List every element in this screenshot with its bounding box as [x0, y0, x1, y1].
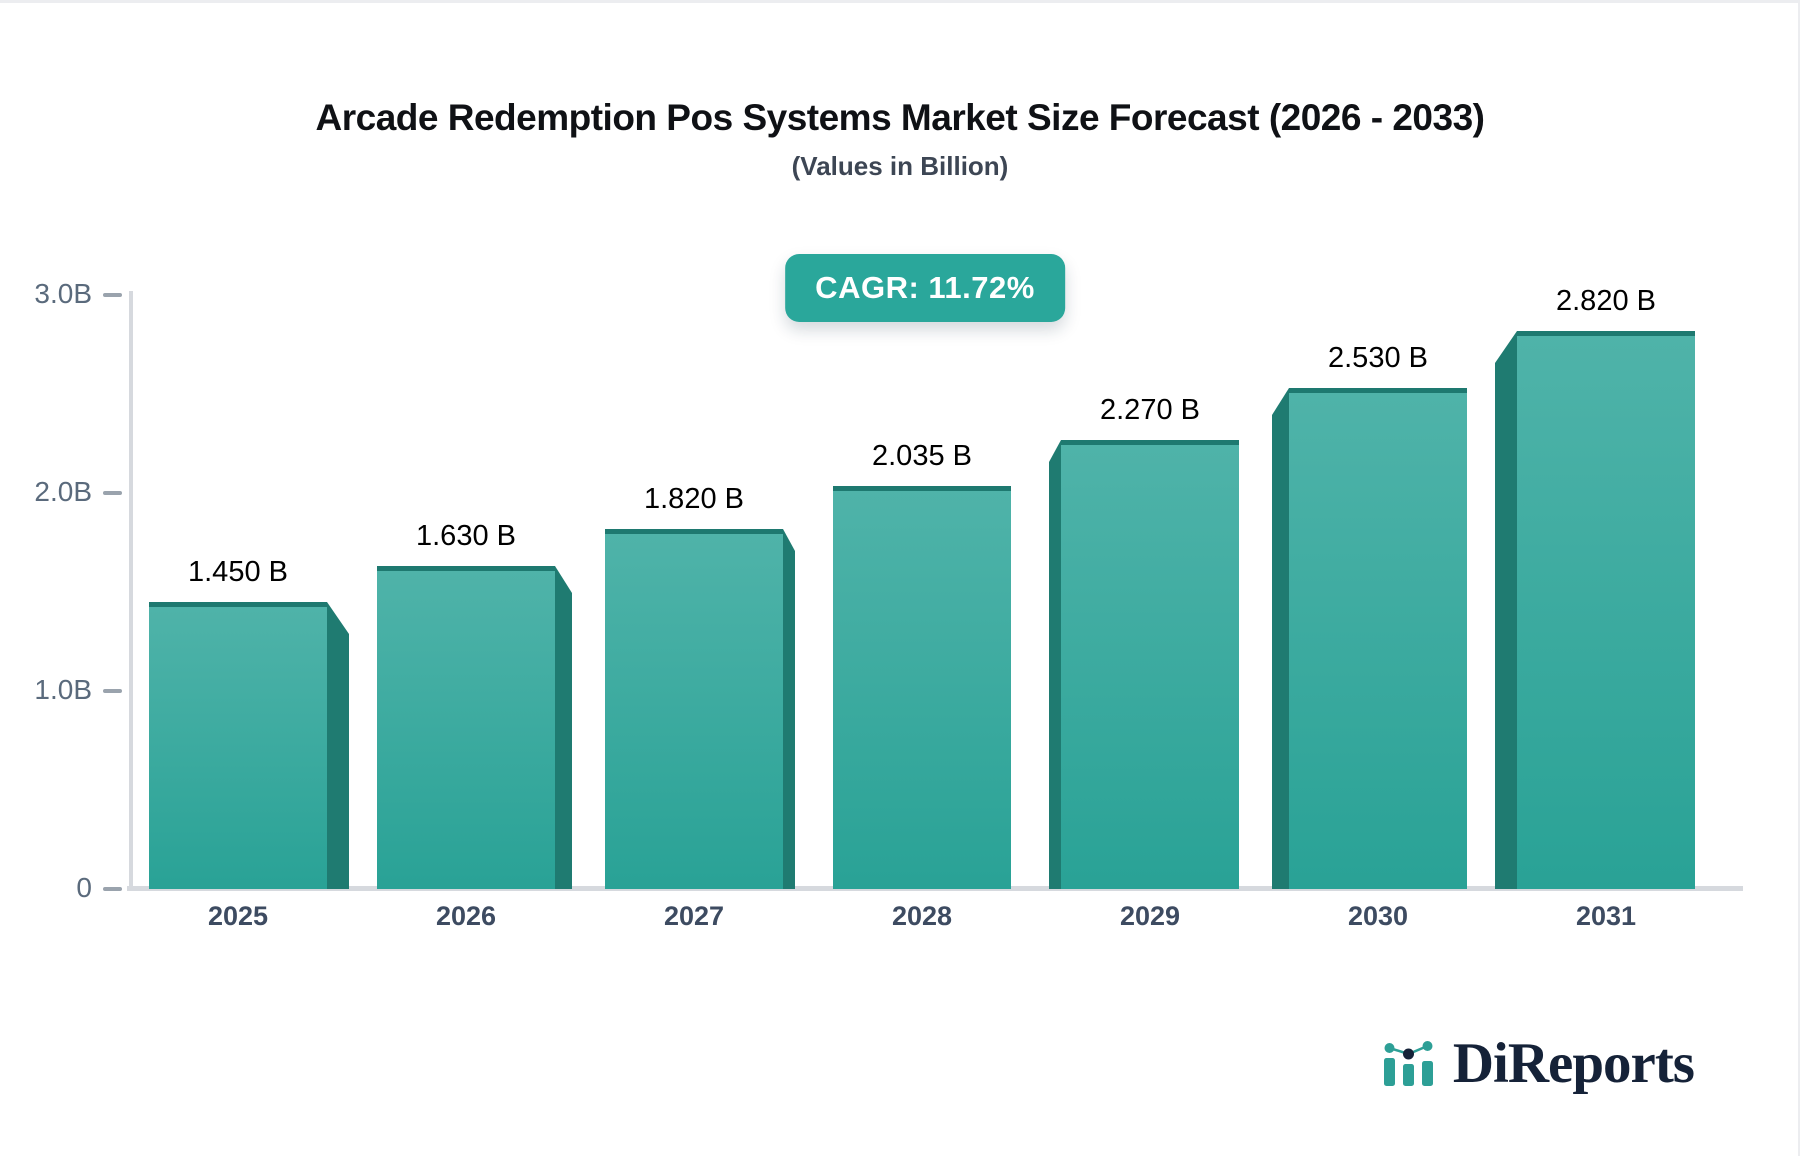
- x-axis-label: 2029: [1119, 901, 1181, 931]
- y-axis-label: 2.0B: [34, 476, 92, 507]
- bar-value-label: 2.820 B: [1556, 285, 1656, 317]
- brand-logo: DiReports: [1383, 1032, 1695, 1095]
- y-axis-tick: [103, 689, 122, 693]
- bar-chart-logo-icon: [1383, 1041, 1433, 1086]
- bar-value-label: 1.450 B: [188, 556, 288, 588]
- bar-side-panel: [1049, 440, 1061, 889]
- bar-side-panel: [555, 566, 572, 889]
- chart-title: Arcade Redemption Pos Systems Market Siz…: [315, 97, 1485, 138]
- bar-2031: [1517, 331, 1695, 889]
- x-axis-label: 2030: [1347, 901, 1409, 931]
- y-axis-tick: [103, 293, 122, 297]
- bar-value-label: 1.820 B: [644, 483, 744, 515]
- bar-2030: [1289, 388, 1467, 889]
- y-axis-label: 3.0B: [34, 278, 92, 309]
- chart-subtitle: (Values in Billion): [791, 151, 1009, 181]
- x-axis-label: 2025: [207, 901, 269, 931]
- bar-value-label: 2.035 B: [872, 440, 972, 472]
- bar-2026: [377, 566, 555, 889]
- y-axis-label: 0: [76, 872, 92, 903]
- bar-value-label: 1.630 B: [416, 520, 516, 552]
- bar-2027: [605, 529, 783, 889]
- bar-2025: [149, 602, 327, 889]
- bar-2028: [833, 486, 1011, 889]
- x-axis-label: 2027: [663, 901, 725, 931]
- x-axis-label: 2028: [891, 901, 953, 931]
- bar-side-panel: [783, 529, 795, 889]
- bar-value-label: 2.530 B: [1328, 342, 1428, 374]
- bar-side-panel: [327, 602, 349, 889]
- y-axis-label: 1.0B: [34, 674, 92, 705]
- y-axis-tick: [103, 887, 122, 891]
- x-axis-label: 2031: [1575, 901, 1637, 931]
- cagr-badge: CAGR: 11.72%: [785, 254, 1065, 322]
- y-axis-line: [129, 291, 133, 891]
- bar-side-panel: [1272, 388, 1289, 889]
- bar-value-label: 2.270 B: [1100, 394, 1200, 426]
- brand-name: DiReports: [1452, 1032, 1695, 1095]
- y-axis-tick: [103, 491, 122, 495]
- x-axis-label: 2026: [435, 901, 497, 931]
- bar-2029: [1061, 440, 1239, 889]
- bar-side-panel: [1495, 331, 1517, 889]
